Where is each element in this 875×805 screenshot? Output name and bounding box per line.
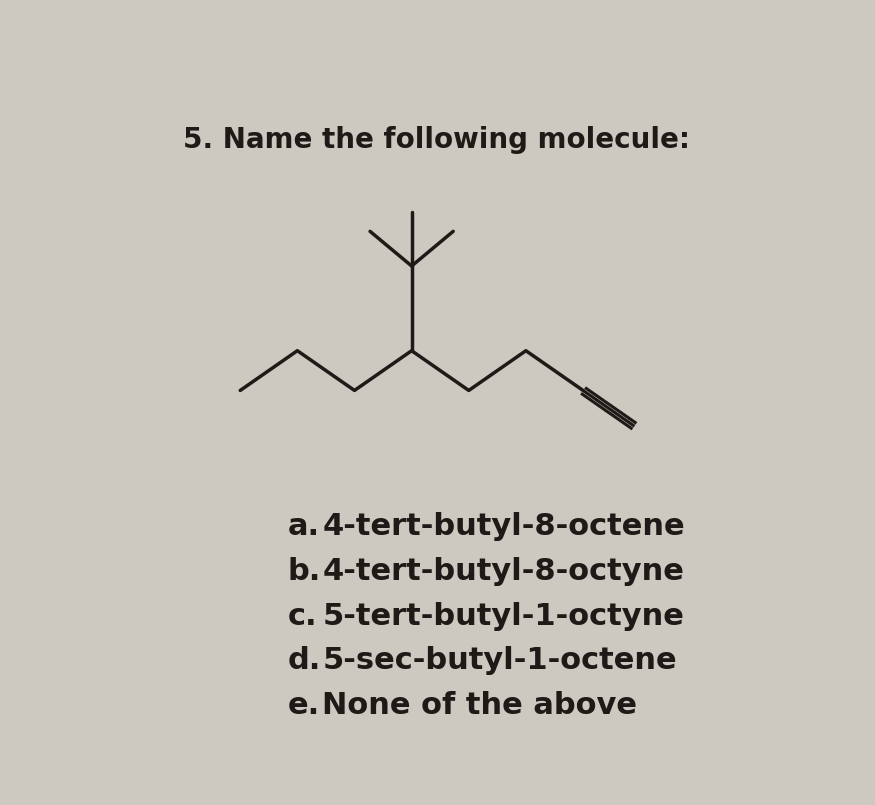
Text: 5-tert-butyl-1-octyne: 5-tert-butyl-1-octyne — [323, 601, 684, 631]
Text: e.: e. — [288, 691, 320, 720]
Text: 5-sec-butyl-1-octene: 5-sec-butyl-1-octene — [323, 646, 677, 675]
Text: 5. Name the following molecule:: 5. Name the following molecule: — [183, 126, 690, 154]
Text: c.: c. — [288, 601, 318, 631]
Text: 4-tert-butyl-8-octene: 4-tert-butyl-8-octene — [323, 513, 685, 542]
Text: a.: a. — [288, 513, 319, 542]
Text: d.: d. — [288, 646, 321, 675]
Text: 4-tert-butyl-8-octyne: 4-tert-butyl-8-octyne — [323, 557, 684, 586]
Text: b.: b. — [288, 557, 321, 586]
Text: None of the above: None of the above — [323, 691, 638, 720]
